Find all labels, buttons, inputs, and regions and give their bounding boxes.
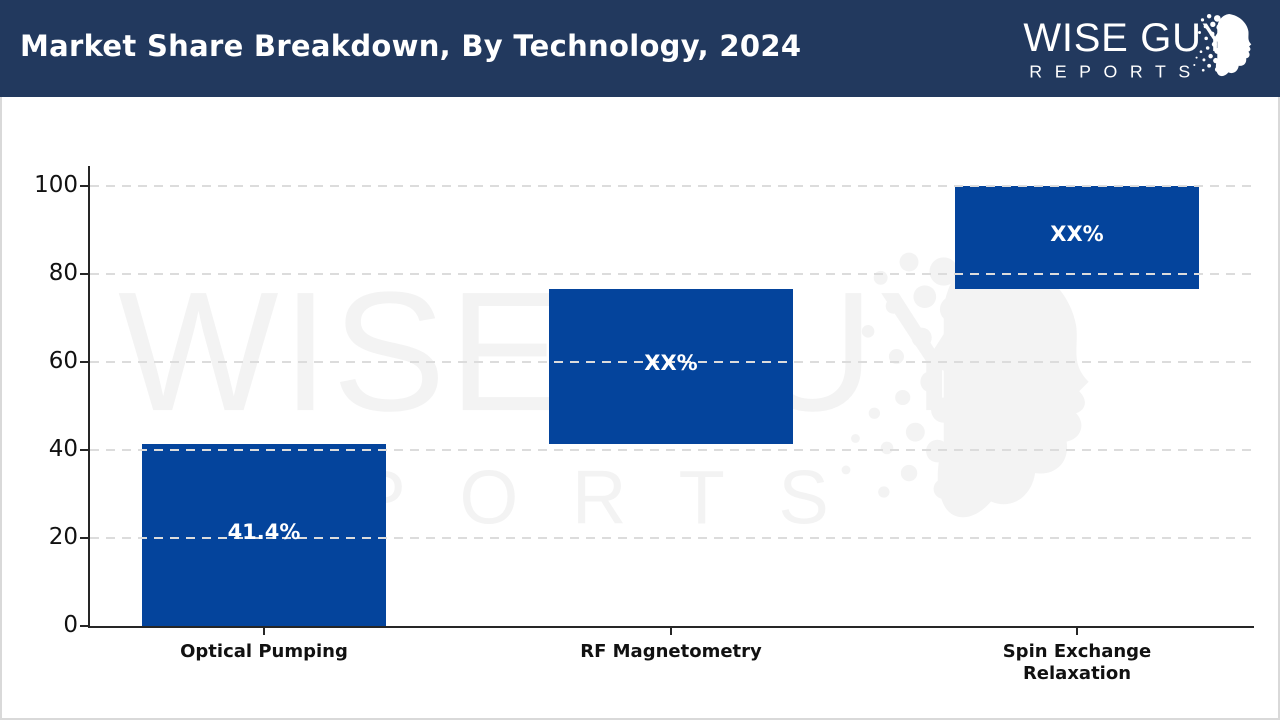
y-tick-label-60: 60	[48, 348, 78, 374]
logo-subtext: REPORTS	[1029, 62, 1203, 82]
y-tick-20	[80, 537, 88, 539]
x-category-label: Spin Exchange Relaxation	[937, 641, 1217, 685]
x-category-label-line: Spin Exchange	[1002, 641, 1152, 662]
x-tick-2	[1076, 628, 1078, 635]
bar-value-label: XX%	[1050, 222, 1104, 247]
bar-spin-exchange-relaxation	[955, 186, 1199, 289]
x-category-label-line: Relaxation	[1022, 663, 1132, 684]
wiseguy-logo: WISE GUY REPORTS	[1023, 13, 1252, 82]
x-category-label-line: Optical Pumping	[180, 641, 348, 662]
bar-value-label: XX%	[644, 351, 698, 376]
x-axis-line	[88, 626, 1254, 628]
chart-title: Market Share Breakdown, By Technology, 2…	[20, 28, 802, 63]
x-category-label: Optical Pumping	[124, 641, 404, 663]
x-category-label-line: RF Magnetometry	[580, 641, 762, 662]
watermark-dotted-head-icon	[841, 252, 1089, 518]
bar-rf-magnetometry	[549, 288, 793, 444]
y-tick-label-40: 40	[48, 436, 78, 462]
y-tick-40	[80, 449, 88, 451]
y-tick-100	[80, 185, 88, 187]
gridline-y-20	[90, 537, 1254, 539]
y-tick-60	[80, 361, 88, 363]
logo-wordmark: WISE GUY	[1023, 16, 1229, 60]
y-axis-line	[88, 166, 90, 628]
gridline-y-100	[90, 185, 1254, 187]
y-tick-label-20: 20	[48, 524, 78, 550]
y-tick-0	[80, 625, 88, 627]
x-tick-0	[263, 628, 265, 635]
y-tick-label-100: 100	[34, 172, 78, 198]
y-tick-80	[80, 273, 88, 275]
gridline-y-80	[90, 273, 1254, 275]
x-category-label: RF Magnetometry	[531, 641, 811, 663]
bar-value-label: 41.4%	[227, 519, 301, 544]
gridline-y-60	[90, 361, 1254, 363]
bar-optical-pumping	[142, 443, 386, 626]
x-tick-1	[670, 628, 672, 635]
y-tick-label-80: 80	[48, 260, 78, 286]
header-bar: Market Share Breakdown, By Technology, 2…	[0, 0, 1280, 97]
dotted-head-icon	[1193, 13, 1252, 77]
y-tick-label-0: 0	[63, 612, 78, 638]
chart-area-frame	[0, 97, 1280, 720]
gridline-y-40	[90, 449, 1254, 451]
